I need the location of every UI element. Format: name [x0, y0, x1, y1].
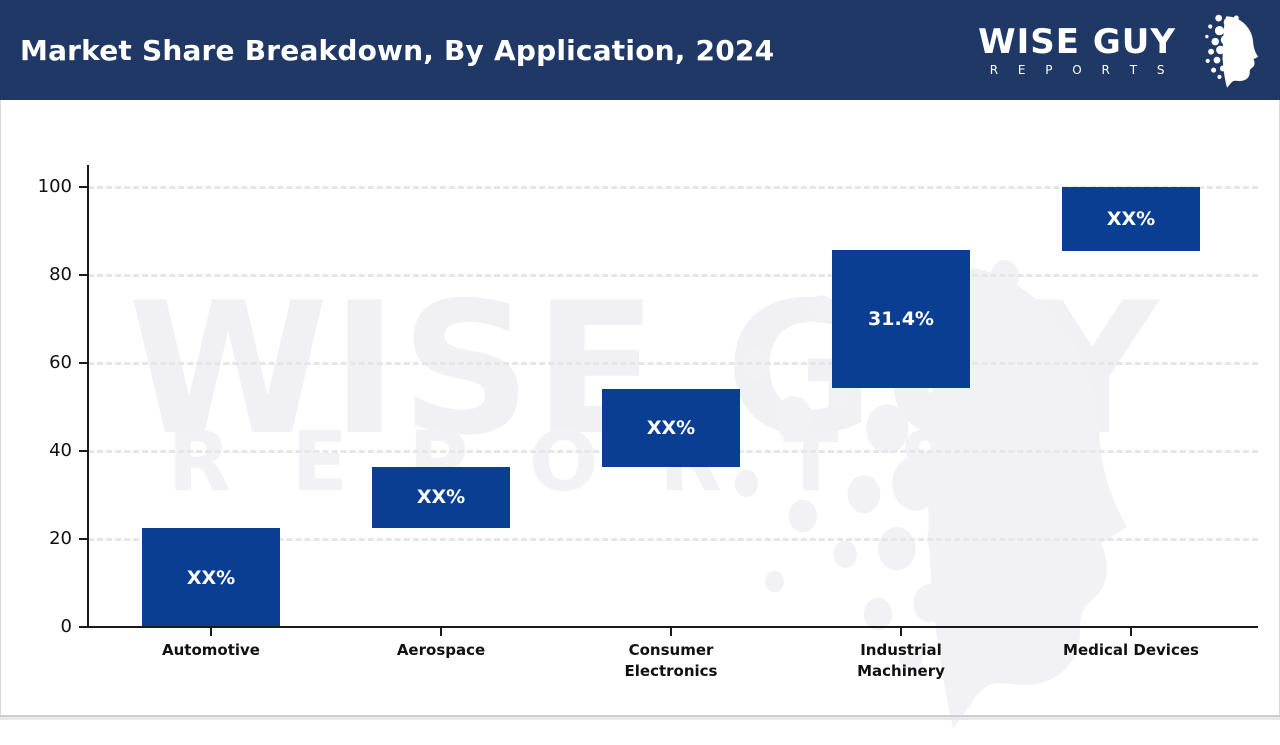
x-tick-mark-industrial-machinery [900, 628, 902, 636]
x-tick-mark-consumer-electronics [670, 628, 672, 636]
bar-value-label: 31.4% [868, 307, 934, 330]
logo-head-icon [1205, 14, 1259, 88]
bar-value-label: XX% [1106, 207, 1156, 230]
y-tick-mark-100 [79, 186, 87, 188]
y-tick-label-100: 100 [37, 176, 72, 197]
y-tick-mark-0 [79, 626, 87, 628]
chart-area: WISE GUY R E P O R T S XX% XX% XX% 31.4% XX%… [0, 100, 1280, 729]
left-border-line [0, 100, 1, 720]
footer-strip [0, 715, 1280, 720]
bar-value-label: XX% [186, 566, 236, 589]
x-axis-label-consumer-electronics: Consumer Electronics [624, 641, 718, 680]
y-tick-label-0: 0 [60, 616, 72, 637]
bar-medical-devices: XX% [1062, 187, 1200, 251]
x-axis-label-industrial-machinery: Industrial Machinery [857, 641, 945, 680]
x-axis-label-medical-devices: Medical Devices [1063, 641, 1199, 659]
gridline-y-100 [88, 186, 1258, 189]
y-axis-line [87, 165, 89, 627]
x-tick-mark-medical-devices [1130, 628, 1132, 636]
watermark-subtitle: R E P O R T S [168, 415, 975, 510]
logo-subtitle: R E P O R T S [989, 62, 1173, 77]
bar-value-label: XX% [646, 416, 696, 439]
x-tick-mark-aerospace [440, 628, 442, 636]
wise-guy-reports-logo: WISE GUY R E P O R T S [978, 8, 1266, 92]
y-tick-mark-40 [79, 450, 87, 452]
bar-automotive: XX% [142, 528, 280, 627]
y-tick-mark-80 [79, 274, 87, 276]
y-tick-label-20: 20 [49, 528, 72, 549]
y-tick-label-80: 80 [49, 264, 72, 285]
header-banner: Market Share Breakdown, By Application, … [0, 0, 1280, 100]
gridline-y-60 [88, 362, 1258, 365]
gridline-y-20 [88, 538, 1258, 541]
bar-value-label: XX% [416, 486, 466, 509]
gridline-y-80 [88, 274, 1258, 277]
bar-aerospace: XX% [372, 467, 510, 528]
logo-wordmark: WISE GUY [978, 21, 1176, 62]
y-tick-mark-20 [79, 538, 87, 540]
x-axis-line [87, 626, 1258, 628]
x-tick-mark-automotive [210, 628, 212, 636]
x-axis-label-automotive: Automotive [162, 641, 260, 659]
x-axis-label-aerospace: Aerospace [396, 641, 486, 659]
bar-consumer-electronics: XX% [602, 388, 740, 467]
y-tick-label-40: 40 [49, 440, 72, 461]
y-tick-label-60: 60 [49, 352, 72, 373]
y-tick-mark-60 [79, 362, 87, 364]
bar-industrial-machinery: 31.4% [832, 249, 970, 389]
page-title: Market Share Breakdown, By Application, … [20, 33, 775, 67]
